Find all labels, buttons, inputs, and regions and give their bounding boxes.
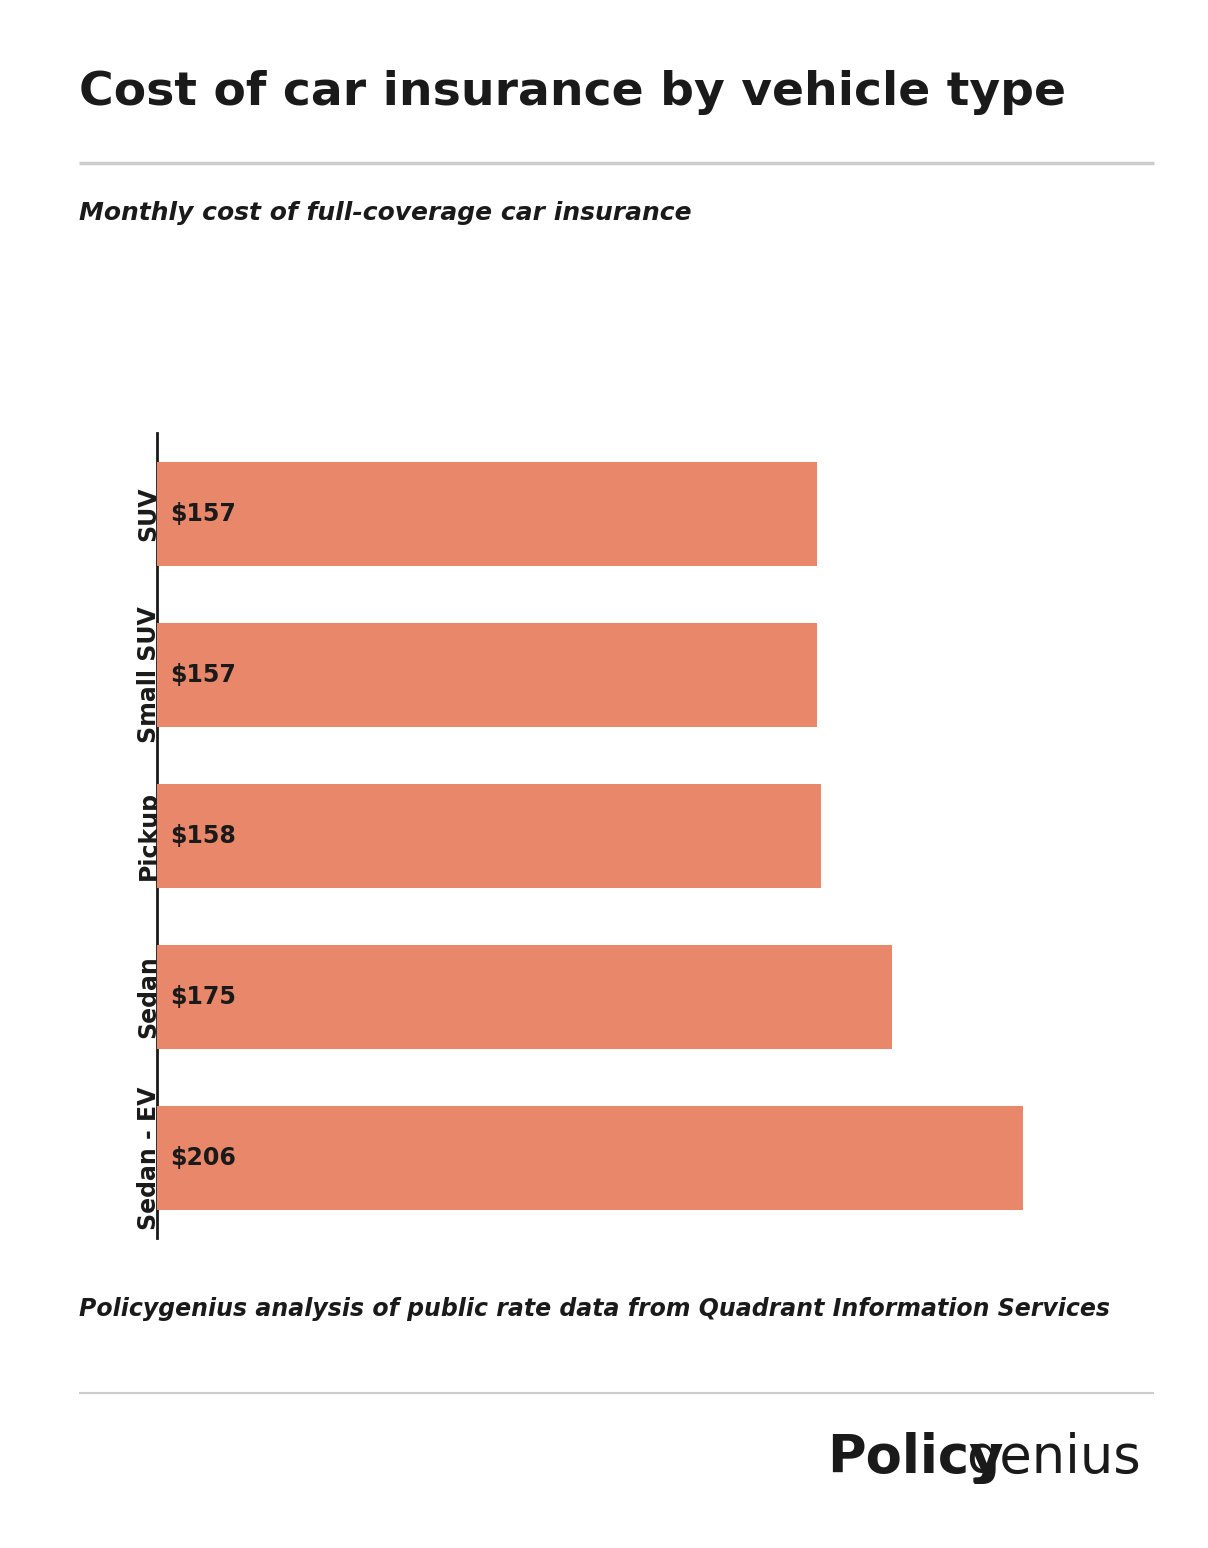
Text: Policy: Policy xyxy=(827,1432,1004,1485)
Text: $157: $157 xyxy=(169,663,236,687)
Text: $175: $175 xyxy=(169,985,236,1009)
Text: $206: $206 xyxy=(169,1146,236,1170)
Text: genius: genius xyxy=(966,1432,1142,1485)
Bar xyxy=(157,1105,1023,1211)
Bar xyxy=(157,622,817,728)
Bar xyxy=(157,461,817,567)
Bar xyxy=(157,944,893,1050)
Text: $157: $157 xyxy=(169,502,236,526)
Bar xyxy=(157,783,821,889)
Text: Monthly cost of full-coverage car insurance: Monthly cost of full-coverage car insura… xyxy=(79,201,691,226)
Text: Cost of car insurance by vehicle type: Cost of car insurance by vehicle type xyxy=(79,70,1065,115)
Text: Policygenius analysis of public rate data from Quadrant Information Services: Policygenius analysis of public rate dat… xyxy=(79,1297,1109,1322)
Text: $158: $158 xyxy=(169,824,236,848)
